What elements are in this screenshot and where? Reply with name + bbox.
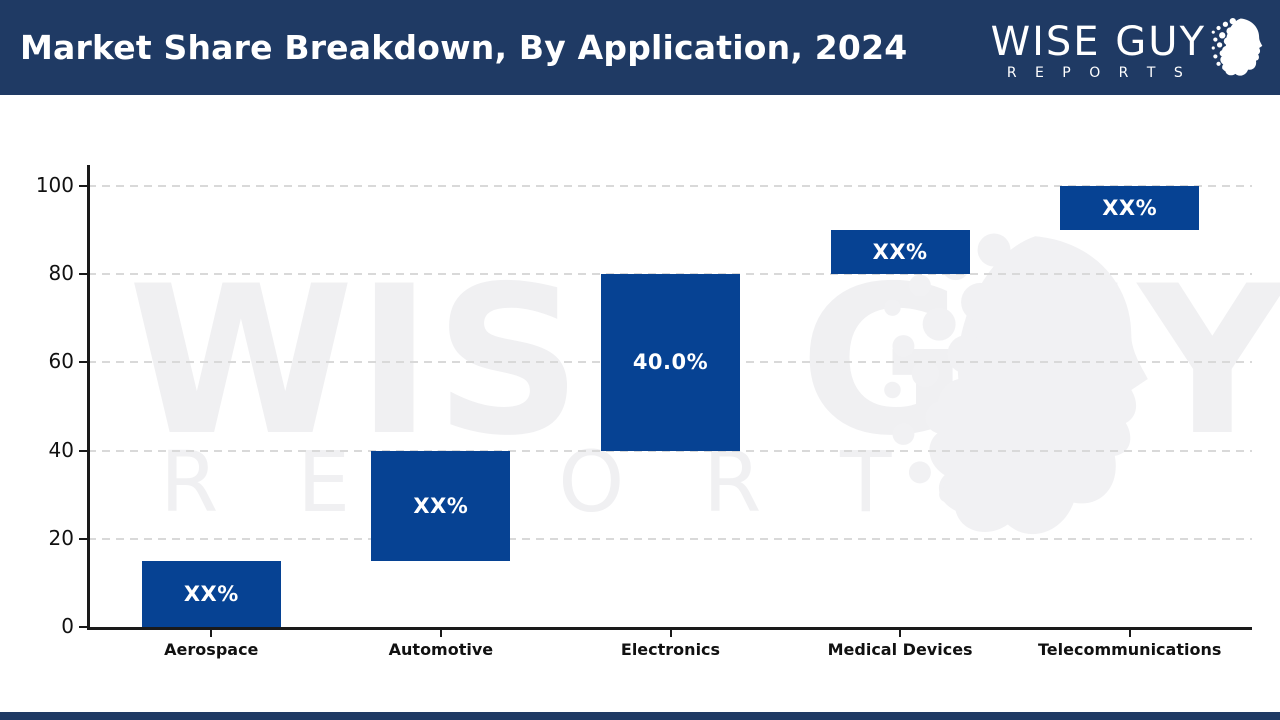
x-axis-tickmark: [899, 629, 902, 637]
bar-value-label: XX%: [183, 581, 239, 606]
x-axis-category-label: Aerospace: [164, 640, 259, 659]
y-axis-spine: [87, 165, 90, 629]
bar-value-label: XX%: [413, 493, 469, 518]
logo-face-icon: [1211, 17, 1263, 76]
chart-area: WISE GUY R E P O R T S 020406080100XX%Ae…: [0, 95, 1280, 712]
y-axis-tick-label: 40: [48, 437, 74, 462]
bar-aerospace: XX%: [141, 560, 281, 627]
y-axis-tickmark: [79, 626, 88, 628]
bar-telecommunications: XX%: [1060, 186, 1200, 231]
y-axis-tick-label: 0: [61, 614, 74, 638]
y-axis-tickmark: [79, 273, 88, 276]
x-axis-category-label: Electronics: [620, 640, 721, 659]
y-axis-tick-label: 80: [48, 261, 74, 286]
y-axis-tickmark: [79, 185, 88, 187]
y-axis-tick-label: 60: [48, 349, 74, 374]
header: Market Share Breakdown, By Application, …: [0, 0, 1280, 95]
bar-medical-devices: XX%: [830, 230, 970, 275]
gridline-y-20: [88, 537, 1252, 540]
logo-wordmark: WISE GUY: [990, 18, 1206, 65]
y-axis-tick-label: 100: [35, 173, 74, 197]
x-axis-category-label: Automotive: [388, 640, 494, 659]
x-axis-tickmark: [210, 629, 213, 637]
bar-value-label: 40.0%: [632, 350, 709, 375]
bar-value-label: XX%: [872, 240, 928, 265]
gridline-y-100: [88, 185, 1252, 187]
x-axis-tickmark: [439, 629, 442, 637]
footer-bar: [0, 712, 1280, 720]
x-axis-tickmark: [669, 629, 672, 637]
y-axis-tick-label: 20: [48, 525, 74, 550]
logo-text: WISE GUY R E P O R T S: [991, 22, 1206, 81]
bar-automotive: XX%: [371, 450, 511, 561]
bar-value-label: XX%: [1102, 196, 1158, 221]
brand-logo: WISE GUY R E P O R T S: [991, 6, 1266, 90]
y-axis-tickmark: [79, 449, 88, 452]
gridline-y-40: [88, 449, 1252, 452]
x-axis-category-label: Medical Devices: [827, 640, 973, 659]
watermark-text-line2: R E P O R T S: [160, 433, 1050, 531]
x-axis-category-label: Telecommunications: [1037, 640, 1222, 659]
bar-electronics: 40.0%: [601, 274, 740, 451]
y-axis-tickmark: [79, 537, 88, 540]
logo-subtext: R E P O R T S: [1006, 64, 1190, 81]
y-axis-tickmark: [79, 361, 88, 364]
x-axis-spine: [87, 627, 1252, 630]
x-axis-tickmark: [1128, 629, 1131, 637]
page-title: Market Share Breakdown, By Application, …: [20, 28, 908, 67]
